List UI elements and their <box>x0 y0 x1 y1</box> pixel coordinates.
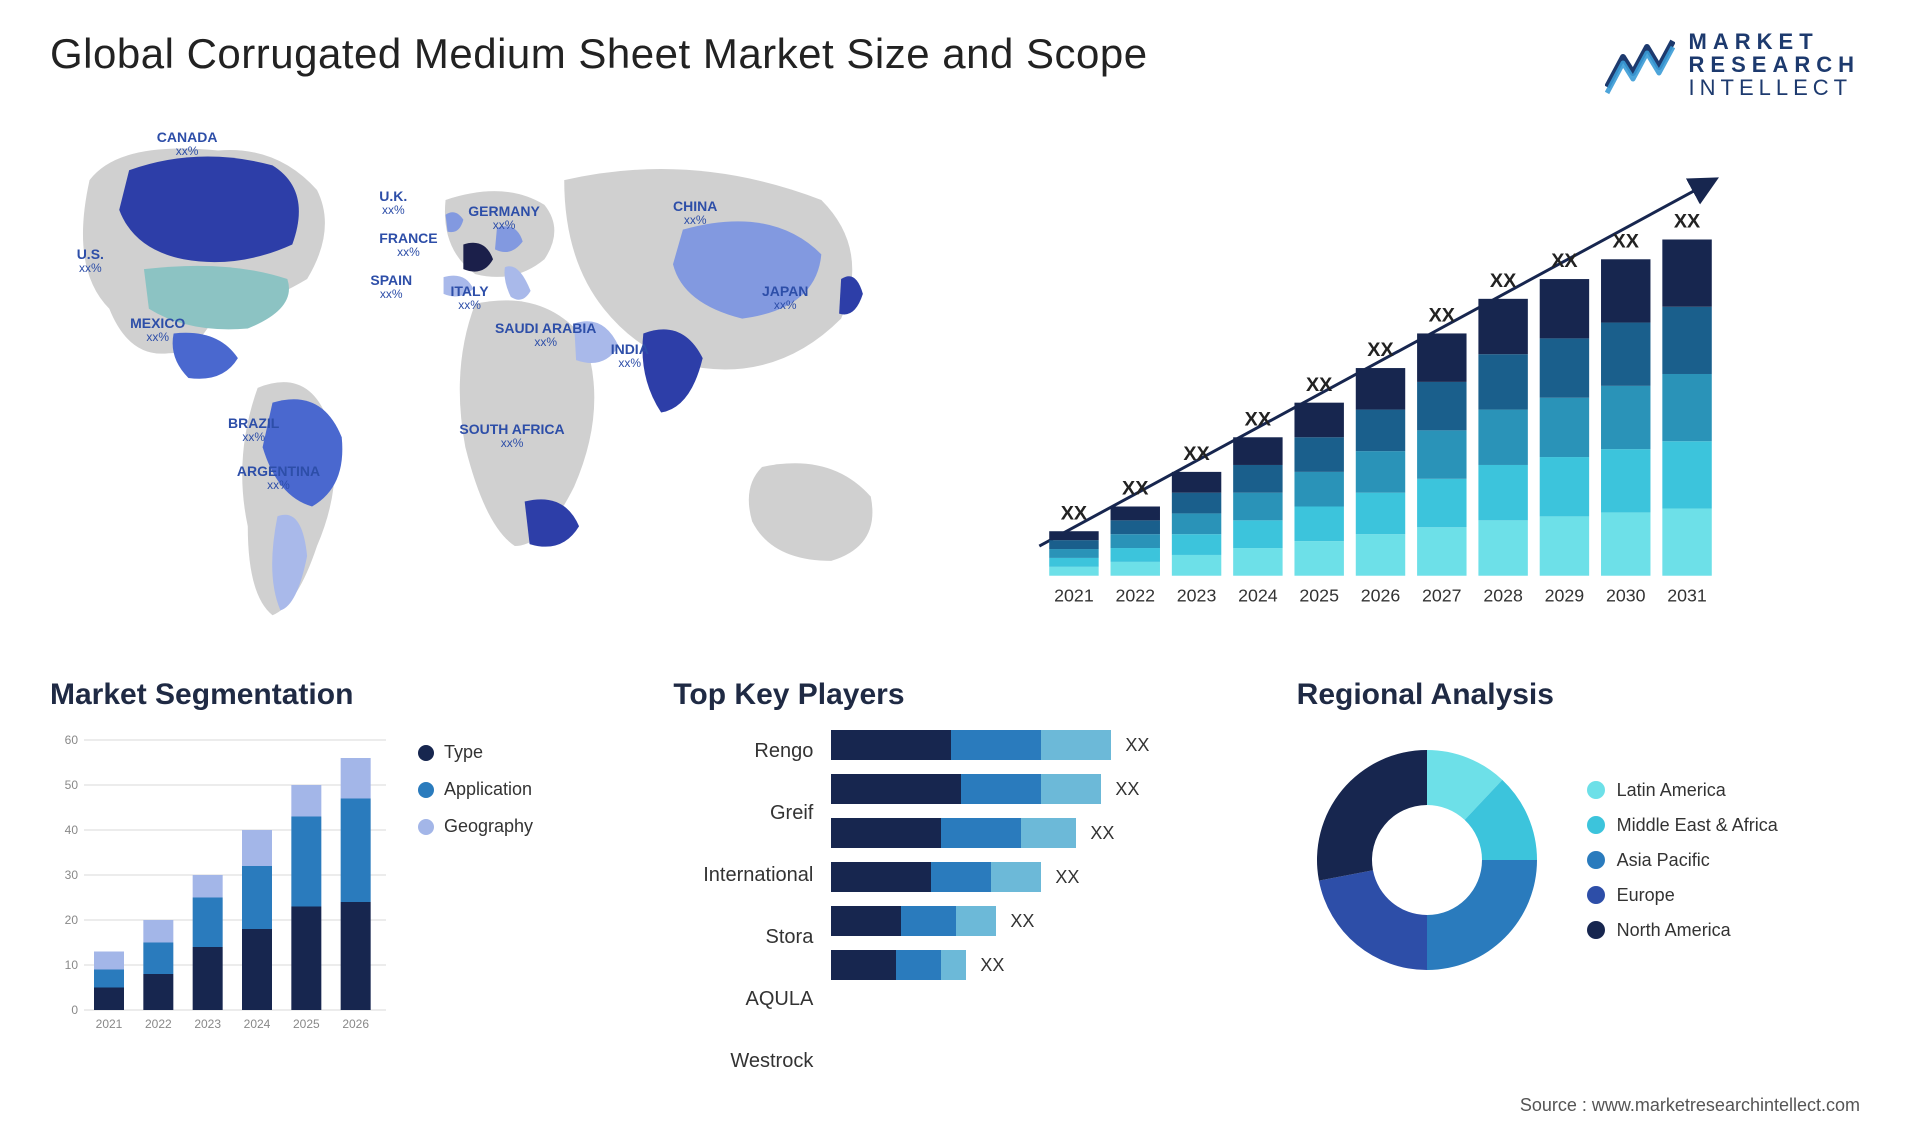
svg-text:60: 60 <box>65 733 79 747</box>
players-bars: XX XX XX XX XX XX <box>831 730 1246 994</box>
player-label-aqula: AQULA <box>673 984 813 1014</box>
map-label-spain: SPAINxx% <box>370 272 412 302</box>
map-label-u-k-: U.K.xx% <box>379 188 407 218</box>
svg-text:2031: 2031 <box>1667 585 1707 605</box>
player-bar-aqula: XX <box>831 906 1246 936</box>
player-bar-westrock: XX <box>831 950 1246 980</box>
logo-line1: MARKET <box>1689 30 1860 53</box>
svg-text:20: 20 <box>65 913 79 927</box>
growth-chart: XX 2021 XX 2022 XX 2023 XX 2024 XX 2025 XX 2026 XX 20… <box>980 108 1870 638</box>
segmentation-heading: Market Segmentation <box>50 678 623 712</box>
svg-text:0: 0 <box>71 1003 78 1017</box>
svg-text:2029: 2029 <box>1545 585 1585 605</box>
svg-text:2026: 2026 <box>1361 585 1401 605</box>
svg-text:XX: XX <box>1367 339 1394 361</box>
player-bar-rengo: XX <box>831 730 1246 760</box>
svg-text:2023: 2023 <box>1177 585 1217 605</box>
brand-logo: MARKET RESEARCH INTELLECT <box>1605 30 1860 99</box>
svg-text:40: 40 <box>65 823 79 837</box>
svg-text:2022: 2022 <box>1115 585 1155 605</box>
logo-mark-icon <box>1605 35 1675 95</box>
region-japan <box>839 276 863 314</box>
segmentation-chart-svg: 0 10 20 30 40 50 60 2021 2022 2023 2024 2025 2026 <box>50 730 390 1040</box>
player-bar-stora: XX <box>831 862 1246 892</box>
svg-text:2028: 2028 <box>1483 585 1523 605</box>
player-label-stora: Stora <box>673 922 813 952</box>
player-bar-greif: XX <box>831 774 1246 804</box>
svg-text:2024: 2024 <box>244 1017 271 1031</box>
map-label-brazil: BRAZILxx% <box>228 415 279 445</box>
region-legend-middle-east-africa: Middle East & Africa <box>1587 815 1778 836</box>
growth-chart-svg: XX 2021 XX 2022 XX 2023 XX 2024 XX 2025 XX 2026 XX 20… <box>980 108 1870 638</box>
regional-donut-svg <box>1297 730 1557 990</box>
svg-text:2023: 2023 <box>194 1017 221 1031</box>
svg-text:XX: XX <box>1245 408 1272 430</box>
segmentation-legend: Type Application Geography <box>418 742 533 837</box>
logo-line3: INTELLECT <box>1689 76 1860 99</box>
seg-legend-type: Type <box>418 742 533 763</box>
map-label-south-africa: SOUTH AFRICAxx% <box>459 421 564 451</box>
player-bar-international: XX <box>831 818 1246 848</box>
svg-text:2027: 2027 <box>1422 585 1462 605</box>
svg-text:XX: XX <box>1674 211 1701 233</box>
map-label-saudi-arabia: SAUDI ARABIAxx% <box>495 320 596 350</box>
svg-text:10: 10 <box>65 958 79 972</box>
svg-text:2021: 2021 <box>1054 585 1094 605</box>
player-label-international: International <box>673 860 813 890</box>
regional-legend: Latin America Middle East & Africa Asia Pa… <box>1587 780 1778 941</box>
map-label-argentina: ARGENTINAxx% <box>237 463 320 493</box>
svg-text:2026: 2026 <box>342 1017 369 1031</box>
svg-text:30: 30 <box>65 868 79 882</box>
map-svg <box>50 108 940 638</box>
svg-text:50: 50 <box>65 778 79 792</box>
players-panel: Top Key Players Rengo Greif International S… <box>673 678 1246 1078</box>
seg-legend-application: Application <box>418 779 533 800</box>
player-label-greif: Greif <box>673 798 813 828</box>
map-label-canada: CANADAxx% <box>157 129 218 159</box>
map-label-china: CHINAxx% <box>673 198 717 228</box>
svg-text:XX: XX <box>1490 270 1517 292</box>
region-legend-europe: Europe <box>1587 885 1778 906</box>
svg-text:2024: 2024 <box>1238 585 1278 605</box>
map-label-germany: GERMANYxx% <box>468 203 540 233</box>
svg-text:XX: XX <box>1551 250 1578 272</box>
seg-legend-geography: Geography <box>418 816 533 837</box>
svg-text:2025: 2025 <box>293 1017 320 1031</box>
region-legend-asia-pacific: Asia Pacific <box>1587 850 1778 871</box>
world-map: CANADAxx% U.S.xx% MEXICOxx% BRAZILxx% ARGENT… <box>50 108 940 638</box>
map-label-france: FRANCExx% <box>379 230 437 260</box>
svg-text:2030: 2030 <box>1606 585 1646 605</box>
regional-heading: Regional Analysis <box>1297 678 1870 712</box>
svg-text:XX: XX <box>1429 305 1456 327</box>
region-legend-latin-america: Latin America <box>1587 780 1778 801</box>
player-label-rengo: Rengo <box>673 736 813 766</box>
region-legend-north-america: North America <box>1587 920 1778 941</box>
page-title: Global Corrugated Medium Sheet Market Si… <box>50 30 1870 78</box>
players-heading: Top Key Players <box>673 678 1246 712</box>
regional-panel: Regional Analysis Latin America Middle Ea… <box>1297 678 1870 1078</box>
map-label-italy: ITALYxx% <box>451 283 489 313</box>
players-labels: Rengo Greif International Stora AQULA Westroc… <box>673 730 813 1090</box>
region-italy <box>504 266 530 300</box>
region-southafrica <box>525 499 579 546</box>
svg-text:2022: 2022 <box>145 1017 172 1031</box>
svg-text:XX: XX <box>1306 374 1333 396</box>
map-label-mexico: MEXICOxx% <box>130 315 185 345</box>
player-label-westrock: Westrock <box>673 1046 813 1076</box>
svg-text:2021: 2021 <box>96 1017 123 1031</box>
segmentation-panel: Market Segmentation 0 10 20 30 40 50 60 2021 202… <box>50 678 623 1078</box>
source-text: Source : www.marketresearchintellect.com <box>1520 1095 1860 1116</box>
map-label-india: INDIAxx% <box>611 341 649 371</box>
svg-text:XX: XX <box>1183 443 1210 465</box>
map-label-u-s-: U.S.xx% <box>77 246 104 276</box>
logo-line2: RESEARCH <box>1689 53 1860 76</box>
map-label-japan: JAPANxx% <box>762 283 808 313</box>
svg-text:XX: XX <box>1122 478 1149 500</box>
svg-text:2025: 2025 <box>1299 585 1339 605</box>
svg-text:XX: XX <box>1613 230 1640 252</box>
svg-text:XX: XX <box>1061 502 1088 524</box>
